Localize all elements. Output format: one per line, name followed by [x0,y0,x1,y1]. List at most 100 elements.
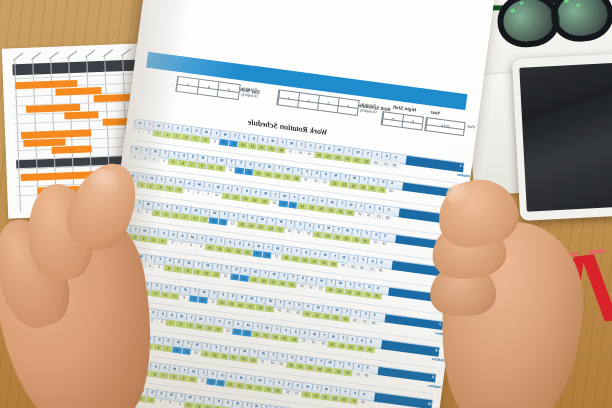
schedule-date-cell[interactable]: 28 [364,345,376,353]
schedule-day-header-cell[interactable]: M [256,215,267,224]
schedule-date-cell[interactable]: 15 [266,144,277,152]
schedule-day-header-cell[interactable]: W [345,200,356,209]
schedule-date-cell[interactable]: 28 [368,319,379,327]
schedule-day-header-cell[interactable]: M [267,136,278,145]
schedule-day-header-cell[interactable]: M [249,268,260,277]
schedule-day-header-cell[interactable]: W [268,271,279,279]
schedule-date-cell[interactable]: 24 [326,340,338,348]
schedule-day-header-cell[interactable]: M [326,198,337,207]
schedule-date-cell[interactable]: 24 [323,366,334,375]
schedule-date-cell[interactable]: 17 [257,358,268,366]
schedule-date-cell[interactable]: 22 [318,259,329,267]
schedule-date-cell[interactable]: 22 [311,311,322,319]
schedule-day-header-cell[interactable]: W [205,235,216,244]
schedule-date-cell[interactable]: 17 [278,199,289,208]
schedule-day-header-cell[interactable]: W [338,253,349,262]
schedule-day-header-cell[interactable]: S [383,205,394,214]
schedule-date-cell[interactable]: 17 [260,331,271,339]
schedule-date-cell[interactable]: 22 [332,153,343,161]
schedule-day-header-cell[interactable]: M [308,330,320,338]
schedule-day-header-cell[interactable]: M [319,251,330,259]
schedule-date-cell[interactable]: 28 [375,266,386,274]
schedule-date-cell[interactable]: 17 [285,147,296,155]
schedule-date-cell[interactable]: 24 [337,261,348,269]
schedule-day-header-cell[interactable]: M [263,163,274,171]
schedule-date-cell[interactable]: 17 [281,173,292,181]
schedule-date-cell[interactable]: 22 [329,179,340,188]
schedule-day-header-cell[interactable]: M [231,400,243,408]
schedule-date-cell[interactable]: 24 [344,208,355,217]
schedule-date-cell[interactable]: 15 [248,276,259,284]
schedule-day-header-cell[interactable]: W [324,359,335,367]
schedule-day-header-cell[interactable]: M [315,277,327,286]
schedule-day-header-cell[interactable]: S [376,258,387,267]
schedule-date-cell[interactable]: 17 [253,384,264,392]
schedule-day-header-cell[interactable]: W [272,244,283,253]
schedule-date-cell[interactable]: 22 [322,232,333,240]
schedule-date-cell[interactable]: 28 [389,161,400,169]
schedule-date-cell[interactable]: 17 [264,305,275,313]
schedule-day-header-cell[interactable]: M [323,224,334,233]
schedule-date-cell[interactable]: 22 [325,206,336,214]
schedule-date-cell[interactable]: 24 [330,314,341,322]
schedule-day-header-cell[interactable]: W [341,227,353,235]
schedule-day-header-cell[interactable]: S [358,390,370,399]
schedule-day-header-cell[interactable]: W [219,130,231,139]
schedule-date-cell[interactable]: 8 [199,135,211,144]
schedule-date-cell[interactable]: 28 [371,292,383,301]
schedule-day-header-cell[interactable]: W [257,350,269,358]
schedule-day-header-cell[interactable]: S [365,337,377,346]
schedule-date-cell[interactable]: 28 [378,240,390,248]
schedule-day-header-cell[interactable]: W [153,121,164,130]
schedule-date-cell[interactable]: 28 [361,372,372,380]
schedule-day-header-cell[interactable]: S [372,285,384,293]
schedule-day-header-cell[interactable]: S [362,364,373,372]
schedule-day-header-cell[interactable]: S [390,153,401,161]
schedule-date-cell[interactable]: 1 [133,126,144,135]
schedule-day-header-cell[interactable]: W [261,323,272,332]
schedule-day-header-cell[interactable]: M [253,242,264,250]
schedule-date-cell[interactable]: 12 [202,404,213,408]
schedule-date-cell[interactable]: 15 [245,302,256,311]
schedule-day-header-cell[interactable]: S [379,232,391,241]
schedule-day-header-cell[interactable]: W [334,279,346,288]
schedule-day-header-cell[interactable]: M [312,303,323,312]
schedule-date-cell[interactable]: 24 [340,235,352,243]
schedule-date-cell[interactable]: 22 [307,338,319,346]
schedule-day-header-cell[interactable]: W [265,297,276,306]
schedule-date-cell[interactable]: 3 [148,155,160,164]
schedule-date-cell[interactable]: 10 [204,243,215,252]
schedule-day-header-cell[interactable]: M [239,347,250,356]
schedule-day-header-cell[interactable]: W [216,156,227,165]
schedule-date-cell[interactable]: 24 [333,287,345,296]
schedule-date-cell[interactable]: 28 [382,213,393,222]
schedule-day-header-cell[interactable]: W [320,385,332,394]
schedule-day-header-cell[interactable]: M [333,145,344,154]
schedule-date-cell[interactable]: 10 [211,191,222,199]
schedule-day-header-cell[interactable]: M [242,321,253,330]
schedule-day-header-cell[interactable]: W [254,376,265,385]
schedule-day-header-cell[interactable]: W [327,332,339,341]
schedule-day-header-cell[interactable]: W [209,209,220,218]
schedule-date-cell[interactable]: 15 [255,223,266,232]
schedule-date-cell[interactable]: 17 [274,226,285,234]
schedule-day-header-cell[interactable]: M [301,382,313,391]
schedule-date-cell[interactable]: 3 [152,129,163,137]
schedule-day-header-cell[interactable]: M [235,374,246,382]
schedule-date-cell[interactable]: 10 [215,164,226,172]
schedule-day-header-cell[interactable]: W [352,148,363,156]
schedule-date-cell[interactable]: 15 [252,250,263,258]
schedule-day-header-cell[interactable]: M [200,127,212,136]
schedule-day-header-cell[interactable]: W [275,218,286,227]
schedule-day-header-cell[interactable]: S [386,179,398,188]
schedule-day-header-cell[interactable]: W [279,192,290,200]
schedule-day-header-cell[interactable]: M [305,356,316,365]
schedule-date-cell[interactable]: 28 [357,398,369,406]
schedule-date-cell[interactable]: 22 [304,364,315,372]
schedule-date-cell[interactable]: 17 [267,279,278,287]
schedule-day-header-cell[interactable]: W [212,183,224,191]
schedule-day-header-cell[interactable]: W [286,139,297,148]
schedule-day-header-cell[interactable]: M [246,294,257,303]
schedule-day-header-cell[interactable]: M [134,119,145,127]
schedule-date-cell[interactable]: 15 [262,171,273,179]
